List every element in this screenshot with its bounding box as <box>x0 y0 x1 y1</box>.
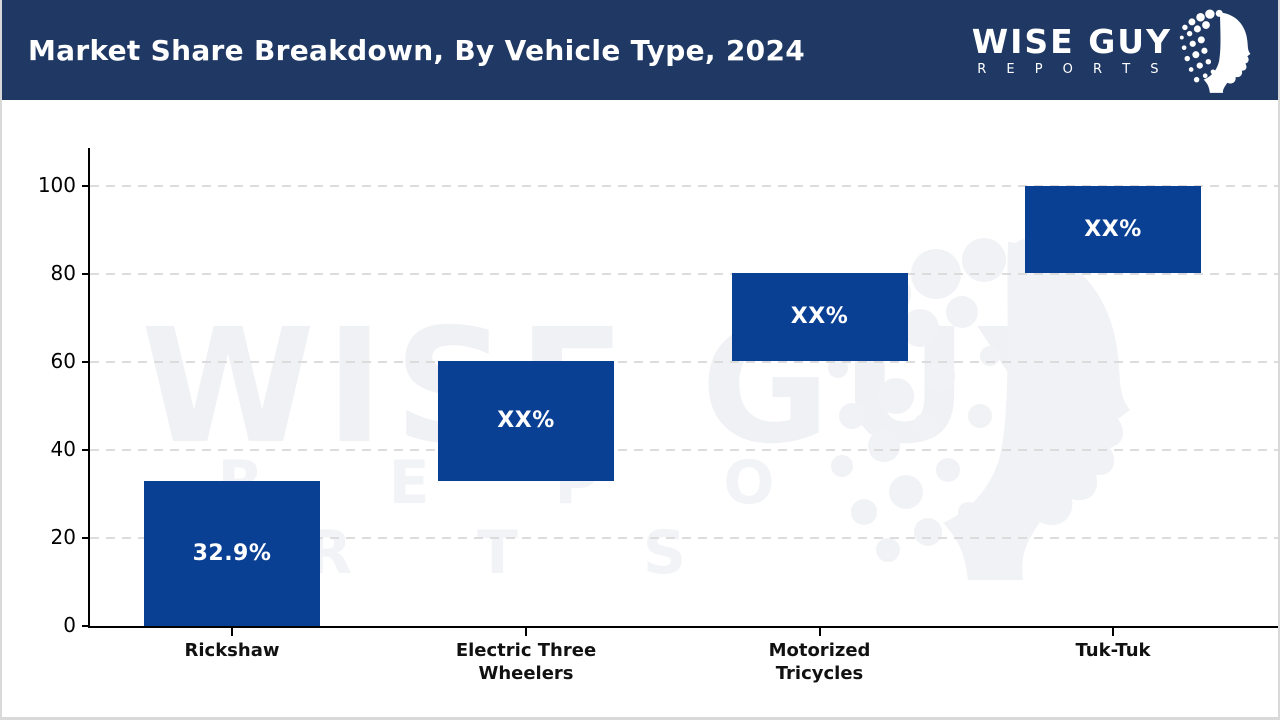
bar-value-label: XX% <box>790 304 849 330</box>
y-tick-label: 0 <box>63 613 76 637</box>
logo-text: WISE GUY R E P O R T S <box>972 25 1172 76</box>
y-tick-mark <box>82 449 90 451</box>
x-category-label: Tuk-Tuk <box>1075 640 1151 661</box>
gridline <box>90 185 1278 187</box>
y-tick-label: 80 <box>50 261 76 285</box>
y-axis-line <box>88 148 90 628</box>
y-tick-label: 100 <box>37 173 76 197</box>
x-axis-line <box>88 626 1278 628</box>
logo-face-icon <box>1179 9 1251 93</box>
y-tick-mark <box>82 537 90 539</box>
bar: XX% <box>1025 186 1201 274</box>
y-tick-mark <box>82 625 90 627</box>
y-tick-label: 40 <box>50 437 76 461</box>
gridline <box>90 449 1278 451</box>
page-title: Market Share Breakdown, By Vehicle Type,… <box>28 33 806 67</box>
y-tick-mark <box>82 273 90 275</box>
bar: XX% <box>731 273 908 361</box>
x-tick-mark <box>818 628 821 636</box>
wise-guy-logo: WISE GUY R E P O R T S <box>972 7 1252 93</box>
header-bar: Market Share Breakdown, By Vehicle Type,… <box>2 0 1278 100</box>
x-tick-mark <box>1112 628 1114 636</box>
y-tick-label: 20 <box>50 525 76 549</box>
y-tick-label: 60 <box>50 349 76 373</box>
y-tick-mark <box>82 361 90 363</box>
watermark-text-2: R E P O R T S <box>217 448 827 588</box>
bar: 32.9% <box>144 481 320 626</box>
x-category-label: Rickshaw <box>184 640 280 661</box>
gridline <box>90 273 1278 275</box>
x-category-label: Electric Three Wheelers <box>455 640 597 684</box>
gridline <box>90 361 1278 363</box>
bar-value-label: XX% <box>497 408 555 434</box>
y-tick-mark <box>82 185 90 187</box>
logo-name: WISE GUY <box>971 21 1172 61</box>
x-tick-mark <box>525 628 527 636</box>
bar: XX% <box>438 360 614 482</box>
bar-value-label: XX% <box>1084 217 1142 243</box>
logo-tagline: R E P O R T S <box>977 61 1167 77</box>
chart-area: WISE GUY R E P O R T S 0 20 40 60 80 100 32.9… <box>2 100 1278 717</box>
bar-value-label: 32.9% <box>192 541 272 567</box>
gridline <box>90 537 1278 539</box>
x-tick-mark <box>231 628 233 636</box>
x-category-label: Motorized Tricycles <box>768 640 871 684</box>
